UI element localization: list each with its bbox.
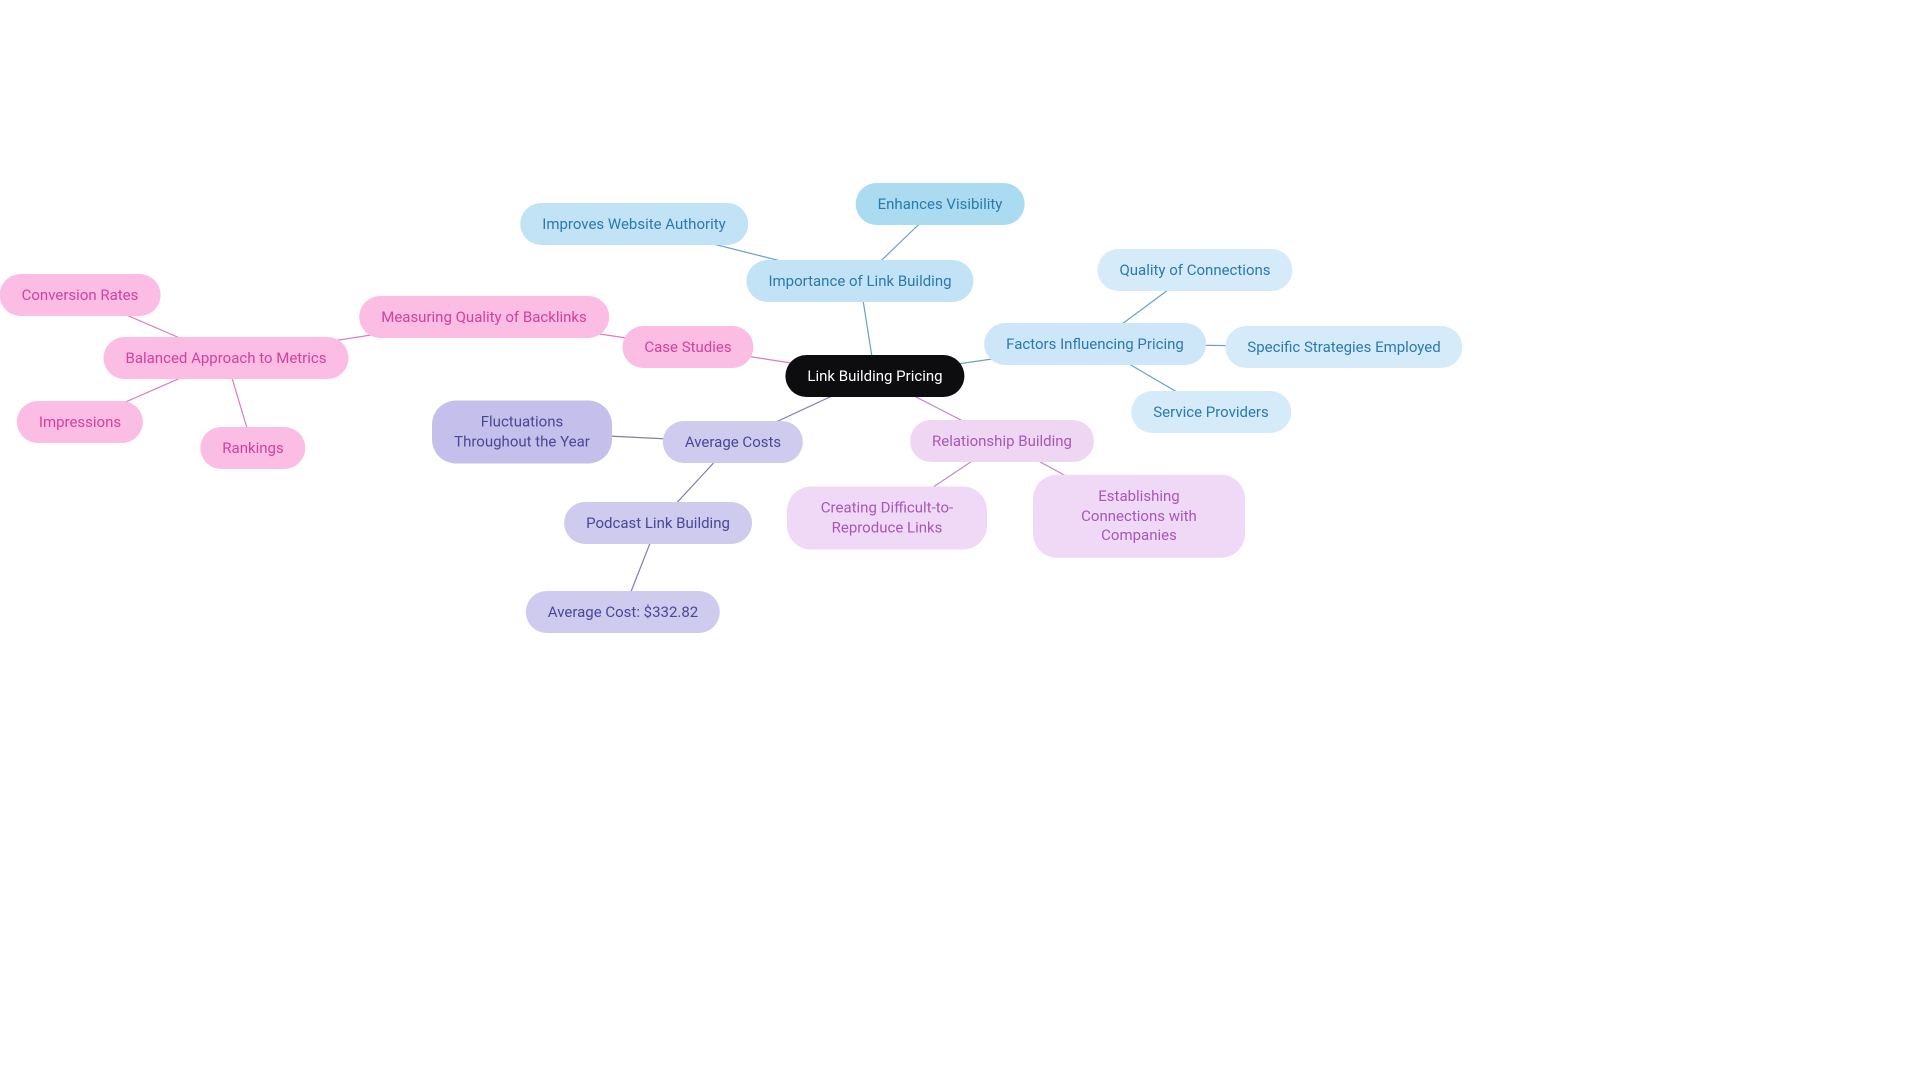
node-relationship: Relationship Building (910, 420, 1094, 462)
node-podcast: Podcast Link Building (564, 502, 752, 544)
node-avgcost: Average Cost: $332.82 (526, 591, 720, 633)
node-strategies: Specific Strategies Employed (1225, 326, 1462, 368)
node-label: Podcast Link Building (586, 514, 730, 532)
node-label: Average Cost: $332.82 (548, 603, 698, 621)
node-label: Service Providers (1153, 403, 1269, 421)
node-label: Establishing Connections with Companies (1055, 487, 1223, 546)
node-label: Measuring Quality of Backlinks (381, 308, 587, 326)
node-label: Impressions (39, 413, 121, 431)
node-factors: Factors Influencing Pricing (984, 323, 1206, 365)
node-connections: Establishing Connections with Companies (1033, 475, 1245, 558)
node-label: Factors Influencing Pricing (1006, 335, 1184, 353)
node-label: Relationship Building (932, 432, 1072, 450)
node-label: Enhances Visibility (878, 195, 1003, 213)
node-label: Improves Website Authority (542, 215, 726, 233)
node-label: Average Costs (685, 433, 781, 451)
node-authority: Improves Website Authority (520, 203, 748, 245)
node-fluctuations: Fluctuations Throughout the Year (432, 401, 612, 464)
node-conversion: Conversion Rates (0, 274, 160, 316)
node-label: Quality of Connections (1119, 261, 1270, 279)
node-quality: Quality of Connections (1097, 249, 1292, 291)
node-label: Creating Difficult-to-Reproduce Links (809, 499, 965, 538)
node-rankings: Rankings (200, 427, 305, 469)
node-label: Balanced Approach to Metrics (125, 349, 326, 367)
node-label: Rankings (222, 439, 283, 457)
node-difficult: Creating Difficult-to-Reproduce Links (787, 487, 987, 550)
node-center: Link Building Pricing (785, 355, 964, 397)
node-label: Conversion Rates (22, 286, 139, 304)
node-label: Fluctuations Throughout the Year (454, 413, 590, 452)
node-label: Specific Strategies Employed (1247, 338, 1440, 356)
node-providers: Service Providers (1131, 391, 1291, 433)
node-label: Importance of Link Building (768, 272, 951, 290)
node-importance: Importance of Link Building (746, 260, 973, 302)
node-avgcosts: Average Costs (663, 421, 803, 463)
node-visibility: Enhances Visibility (856, 183, 1025, 225)
node-label: Case Studies (644, 338, 731, 356)
node-casestudies: Case Studies (622, 326, 753, 368)
node-impressions: Impressions (17, 401, 143, 443)
node-balanced: Balanced Approach to Metrics (103, 337, 348, 379)
node-measuring: Measuring Quality of Backlinks (359, 296, 609, 338)
node-label: Link Building Pricing (807, 367, 942, 385)
